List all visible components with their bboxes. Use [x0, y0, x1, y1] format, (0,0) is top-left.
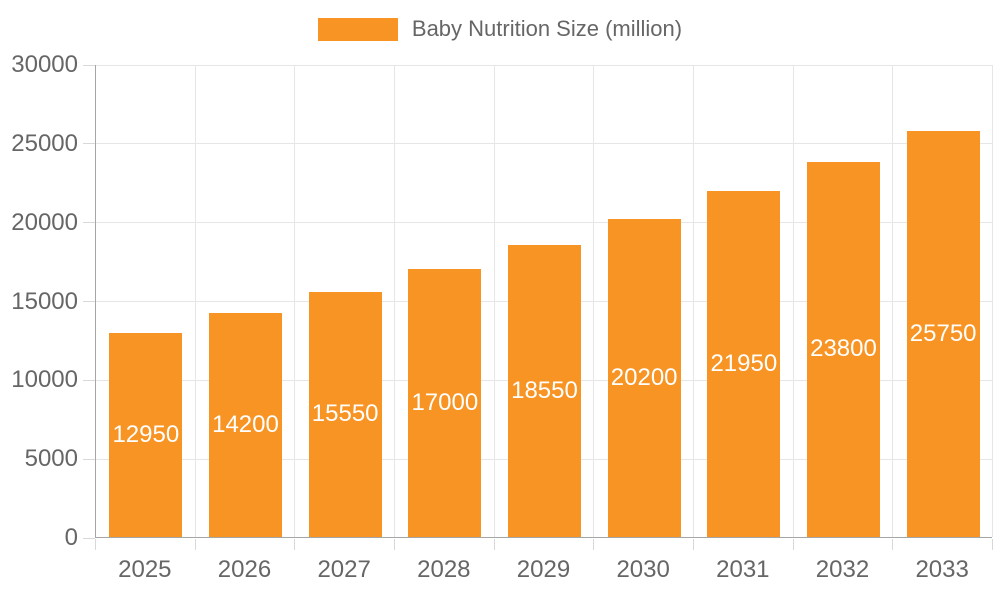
bar-2031[interactable]: 21950	[707, 190, 781, 537]
x-gridline	[394, 65, 395, 537]
bar-2027[interactable]: 15550	[308, 291, 382, 537]
y-axis-tick	[83, 64, 95, 66]
y-gridline	[96, 64, 992, 66]
y-axis-label: 20000	[11, 208, 78, 236]
x-axis-label-2031: 2031	[716, 556, 770, 583]
plot-area: 12950 14200 15550 17000 18550 20200 21950 23800…	[95, 64, 993, 538]
x-gridline	[493, 65, 495, 537]
x-axis-label-2027: 2027	[317, 556, 371, 583]
legend-swatch	[317, 17, 398, 41]
y-axis-label: 30000	[11, 51, 78, 78]
x-axis-label-2029: 2029	[516, 556, 571, 583]
x-axis-tick	[493, 539, 495, 550]
x-axis-label-2025: 2025	[118, 556, 172, 583]
legend-label: Baby Nutrition Size (million)	[411, 16, 683, 41]
bar-2033[interactable]: 25750	[906, 131, 980, 537]
x-axis-tick	[693, 539, 694, 550]
x-axis-label-2032: 2032	[815, 556, 870, 583]
bar-2026[interactable]: 14200	[209, 313, 282, 537]
x-axis-tick	[892, 539, 894, 550]
y-axis-label: 5000	[24, 445, 78, 473]
x-axis-tick	[294, 539, 296, 550]
x-axis-label-2033: 2033	[915, 556, 969, 583]
y-axis-tick	[83, 379, 95, 381]
x-axis-tick	[992, 539, 993, 550]
y-axis-tick	[83, 301, 95, 302]
x-gridline	[593, 65, 595, 537]
x-axis-label-2030: 2030	[616, 556, 670, 583]
bar-value-label: 12950	[112, 420, 180, 448]
x-gridline	[992, 65, 993, 537]
x-gridline	[693, 65, 694, 537]
y-gridline	[96, 222, 992, 224]
bar-value-label: 25750	[909, 320, 977, 347]
y-axis-tick	[83, 458, 95, 460]
x-axis-label-2028: 2028	[417, 556, 471, 583]
x-axis-label-2026: 2026	[217, 556, 272, 583]
bar-value-label: 23800	[810, 335, 877, 363]
y-axis-label: 25000	[11, 129, 78, 157]
x-axis-tick	[194, 539, 196, 550]
legend[interactable]: Baby Nutrition Size (million)	[0, 16, 1000, 42]
bar-value-label: 15550	[311, 400, 379, 428]
bar-value-label: 18550	[511, 376, 578, 404]
x-axis-tick	[792, 539, 794, 550]
y-axis-label: 10000	[11, 366, 78, 394]
bar-value-label: 17000	[411, 388, 479, 416]
x-gridline	[792, 65, 794, 537]
bar-2032[interactable]: 23800	[807, 161, 880, 537]
bar-value-label: 14200	[212, 411, 279, 439]
x-gridline	[892, 65, 894, 537]
x-gridline	[294, 65, 296, 537]
bar-value-label: 20200	[610, 363, 678, 391]
bar-2030[interactable]: 20200	[607, 218, 681, 537]
y-axis-label: 0	[64, 524, 78, 551]
x-axis-tick	[95, 539, 96, 550]
y-gridline	[96, 143, 992, 145]
x-gridline	[194, 65, 196, 537]
y-axis-tick	[83, 222, 95, 224]
x-axis-tick	[593, 539, 595, 550]
y-axis-tick	[83, 537, 95, 539]
x-axis-tick	[394, 539, 395, 550]
y-axis-tick	[83, 143, 95, 145]
bar-2025[interactable]: 12950	[109, 332, 183, 537]
bar-2028[interactable]: 17000	[408, 268, 482, 537]
y-axis-label: 15000	[11, 287, 78, 315]
bar-value-label: 21950	[710, 349, 778, 377]
bar-2029[interactable]: 18550	[508, 244, 581, 537]
